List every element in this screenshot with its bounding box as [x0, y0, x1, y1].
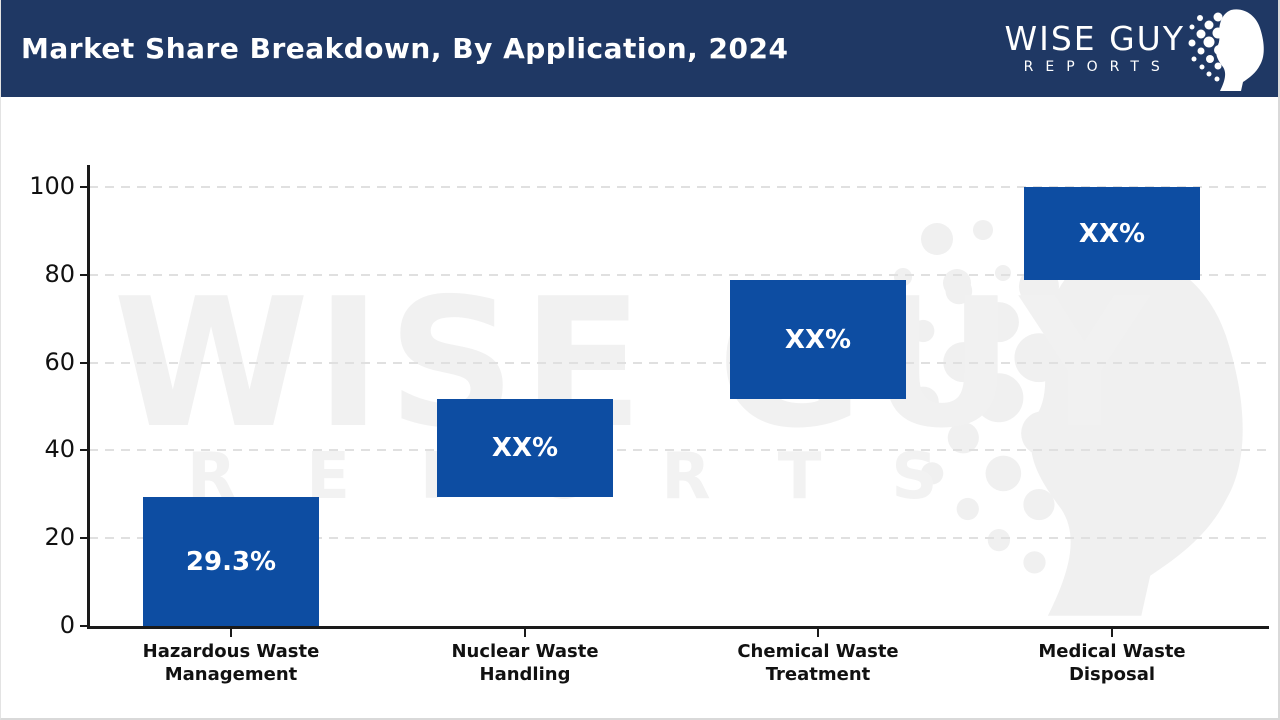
- bar-value-label: XX%: [491, 433, 559, 464]
- bar-segment: [730, 280, 906, 400]
- bar-value-label: XX%: [1078, 218, 1146, 249]
- y-tick: [80, 186, 89, 188]
- category-label: Chemical Waste Treatment: [737, 641, 899, 685]
- header: Market Share Breakdown, By Application, …: [1, 0, 1278, 97]
- x-axis-line: [87, 626, 1269, 629]
- logo-head-icon: [1188, 8, 1264, 91]
- y-axis-line: [87, 165, 90, 628]
- y-tick-label: 0: [59, 611, 75, 639]
- gridline: [89, 361, 1269, 364]
- bar-value-label: 29.3%: [185, 546, 277, 577]
- y-tick-label: 40: [44, 435, 75, 464]
- x-tick: [817, 628, 819, 637]
- wise-guy-logo: WISE GUY REPORTS: [1004, 7, 1267, 91]
- y-tick: [80, 361, 89, 364]
- x-tick: [1111, 628, 1113, 637]
- bar-segment: [143, 497, 319, 626]
- gridline: [89, 449, 1269, 452]
- y-tick: [80, 449, 89, 452]
- chart-title: Market Share Breakdown, By Application, …: [21, 32, 789, 65]
- bar-value-label: XX%: [784, 324, 852, 355]
- logo-subtitle: REPORTS: [1023, 59, 1172, 75]
- x-tick: [524, 628, 526, 637]
- y-tick: [80, 625, 89, 627]
- y-tick: [80, 537, 89, 540]
- watermark-wordmark: WISE GUY: [113, 260, 1155, 467]
- y-tick-label: 60: [44, 347, 75, 376]
- logo-wordmark: WISE GUY: [1004, 19, 1185, 58]
- y-tick: [80, 273, 89, 276]
- bar-segment: [1024, 187, 1200, 281]
- y-tick-label: 20: [44, 523, 75, 552]
- category-label: Nuclear Waste Handling: [451, 641, 599, 685]
- gridline: [89, 186, 1269, 188]
- category-label: Medical Waste Disposal: [1038, 641, 1186, 685]
- x-tick: [230, 628, 232, 637]
- gridline: [89, 537, 1269, 540]
- gridline: [89, 273, 1269, 276]
- logo-text: WISE GUY REPORTS: [1004, 22, 1185, 75]
- y-tick-label: 80: [44, 259, 75, 288]
- y-tick-label: 100: [29, 172, 75, 200]
- category-label: Hazardous Waste Management: [142, 641, 320, 685]
- bar-segment: [437, 399, 613, 498]
- chart-area: WISE GUY REPORTS 02040608010029.3%Hazard…: [1, 97, 1278, 718]
